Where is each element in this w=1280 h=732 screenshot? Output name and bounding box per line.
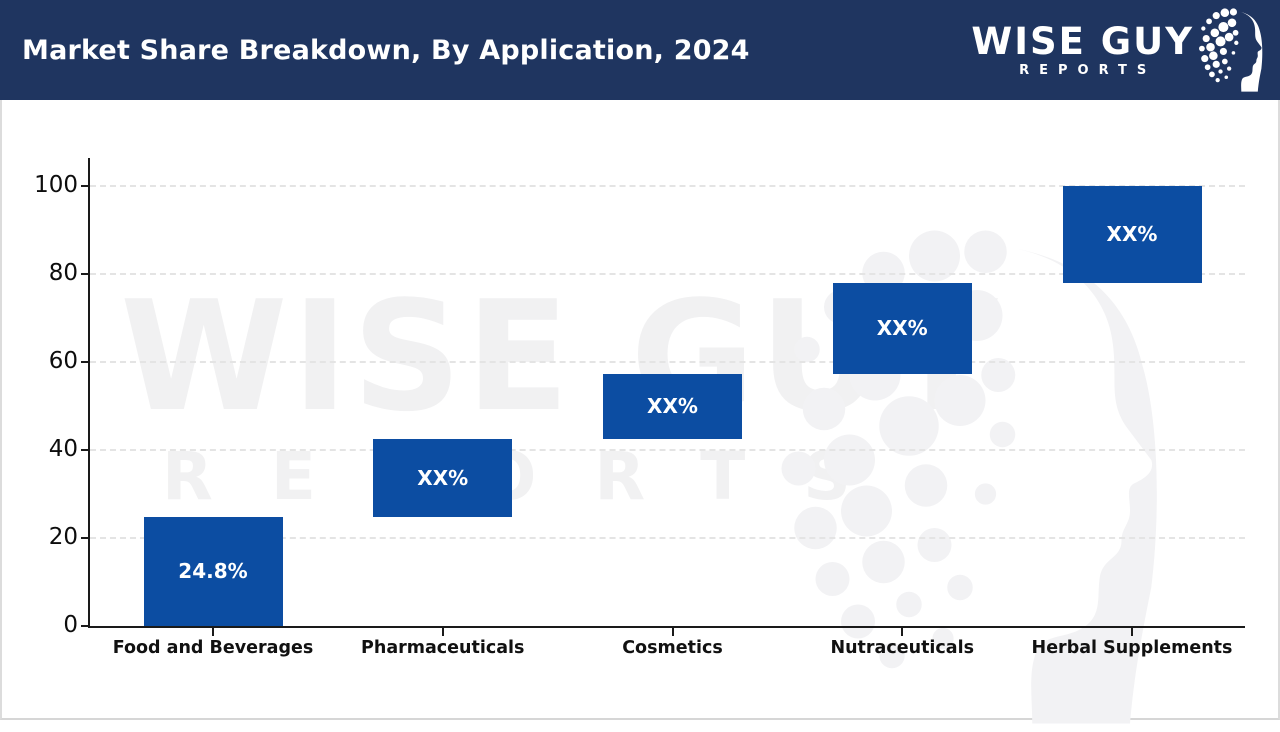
y-axis-tick-0: [81, 625, 90, 627]
gridline-40: [90, 448, 1245, 451]
y-axis-label-60: 60: [48, 347, 78, 374]
bar-value-label: XX%: [1106, 222, 1158, 247]
gridline-80: [90, 272, 1245, 275]
bar-segment: XX%: [373, 438, 513, 517]
x-axis-tick: [671, 628, 674, 636]
bar-value-label: XX%: [647, 394, 698, 419]
category-label: Herbal Supplements: [1031, 638, 1233, 658]
bar-value-label: XX%: [876, 316, 928, 341]
bar-value-label: XX%: [417, 465, 469, 490]
bar-segment: XX%: [1062, 185, 1202, 283]
chart-plot-area: 0 20 40 60 80 100 24.8% Food and Beverages XX% Ph…: [2, 100, 1280, 720]
logo-subtitle: REPORTS: [1019, 62, 1157, 78]
y-axis-label-0: 0: [63, 612, 78, 638]
x-axis-tick: [1131, 628, 1133, 636]
x-axis-tick: [212, 628, 214, 636]
x-axis-line: [88, 626, 1245, 628]
category-label: Cosmetics: [622, 638, 723, 658]
category-label: Nutraceuticals: [830, 638, 975, 658]
gridline-20: [90, 536, 1245, 539]
y-axis-tick-100: [81, 184, 90, 187]
face-profile-icon: [1199, 8, 1263, 92]
category-label: Pharmaceuticals: [361, 638, 525, 658]
x-axis-tick: [901, 628, 904, 636]
category-label: Food and Beverages: [112, 638, 314, 658]
logo-text: WISE GUY REPORTS: [971, 23, 1194, 78]
y-axis-label-80: 80: [48, 259, 78, 286]
y-axis-label-20: 20: [48, 523, 78, 550]
y-axis-tick-60: [81, 360, 90, 363]
x-axis-tick: [441, 628, 444, 636]
header-bar: Market Share Breakdown, By Application, …: [0, 0, 1280, 100]
y-axis-label-100: 100: [34, 171, 78, 198]
y-axis-tick-40: [81, 448, 90, 451]
logo-wordmark: WISE GUY: [971, 19, 1194, 63]
y-axis-line: [88, 158, 90, 628]
page-title: Market Share Breakdown, By Application, …: [22, 34, 750, 66]
y-axis-tick-20: [81, 536, 90, 539]
bar-segment: XX%: [603, 374, 742, 439]
gridline-60: [90, 360, 1245, 363]
y-axis-label-40: 40: [48, 435, 78, 462]
bar-segment: 24.8%: [143, 516, 283, 626]
gridline-100: [90, 184, 1245, 187]
bar-segment: XX%: [832, 282, 972, 375]
wise-guy-logo: WISE GUY REPORTS: [971, 7, 1280, 93]
y-axis-tick-80: [81, 272, 90, 275]
bar-value-label: 24.8%: [178, 559, 248, 584]
